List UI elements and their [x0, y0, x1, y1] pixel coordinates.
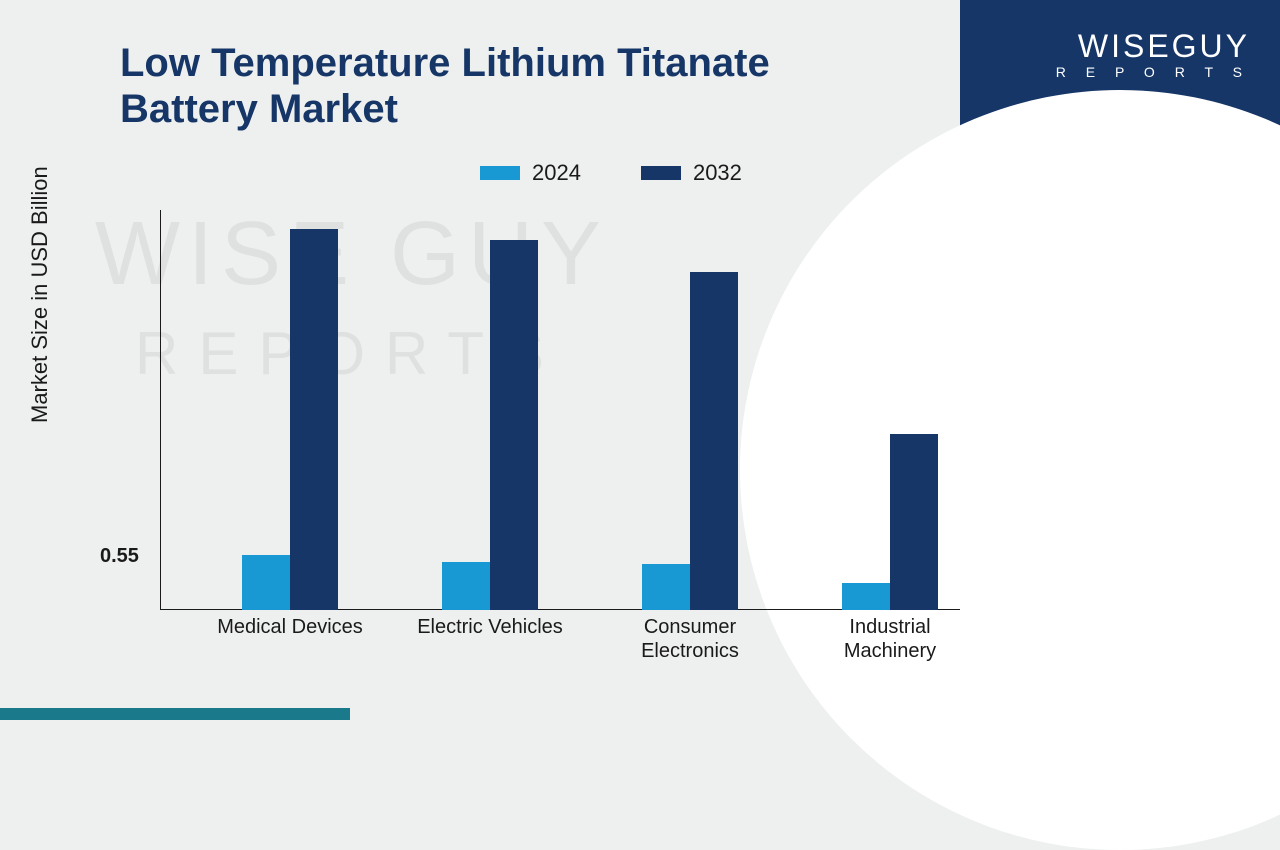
- bar-group: [820, 434, 960, 610]
- bar-2024: [842, 583, 890, 610]
- bottom-accent-bar: [0, 708, 350, 720]
- bar-2024: [442, 562, 490, 610]
- legend-label-2032: 2032: [693, 160, 742, 186]
- y-axis-line: [160, 210, 161, 610]
- bar-2032: [490, 240, 538, 610]
- plot-area: Medical DevicesElectric VehiclesConsumer…: [160, 210, 960, 610]
- bar-2024: [242, 555, 290, 610]
- legend-item-2032: 2032: [641, 160, 742, 186]
- legend-swatch-2032: [641, 166, 681, 180]
- x-axis-label: Electric Vehicles: [410, 615, 570, 639]
- x-axis-label: Consumer Electronics: [610, 615, 770, 663]
- bar-group: [420, 240, 560, 610]
- y-tick-label: 0.55: [100, 545, 139, 568]
- bar-group: [620, 272, 760, 610]
- bar-2032: [890, 434, 938, 610]
- bar-2032: [290, 229, 338, 610]
- legend: 2024 2032: [480, 160, 742, 186]
- chart-title: Low Temperature Lithium Titanate Battery…: [120, 40, 840, 132]
- chart-area: Market Size in USD Billion 2024 2032 0.5…: [60, 160, 960, 680]
- bar-group: [220, 229, 360, 610]
- legend-item-2024: 2024: [480, 160, 581, 186]
- logo-main-text: WISEGUY: [1056, 30, 1250, 62]
- x-axis-label: Medical Devices: [210, 615, 370, 639]
- logo-sub-text: R E P O R T S: [1056, 64, 1250, 80]
- bar-2024: [642, 564, 690, 610]
- legend-swatch-2024: [480, 166, 520, 180]
- brand-logo: WISEGUY R E P O R T S: [1056, 30, 1250, 80]
- x-axis-label: Industrial Machinery: [810, 615, 970, 663]
- y-axis-label: Market Size in USD Billion: [27, 166, 53, 423]
- bar-2032: [690, 272, 738, 610]
- legend-label-2024: 2024: [532, 160, 581, 186]
